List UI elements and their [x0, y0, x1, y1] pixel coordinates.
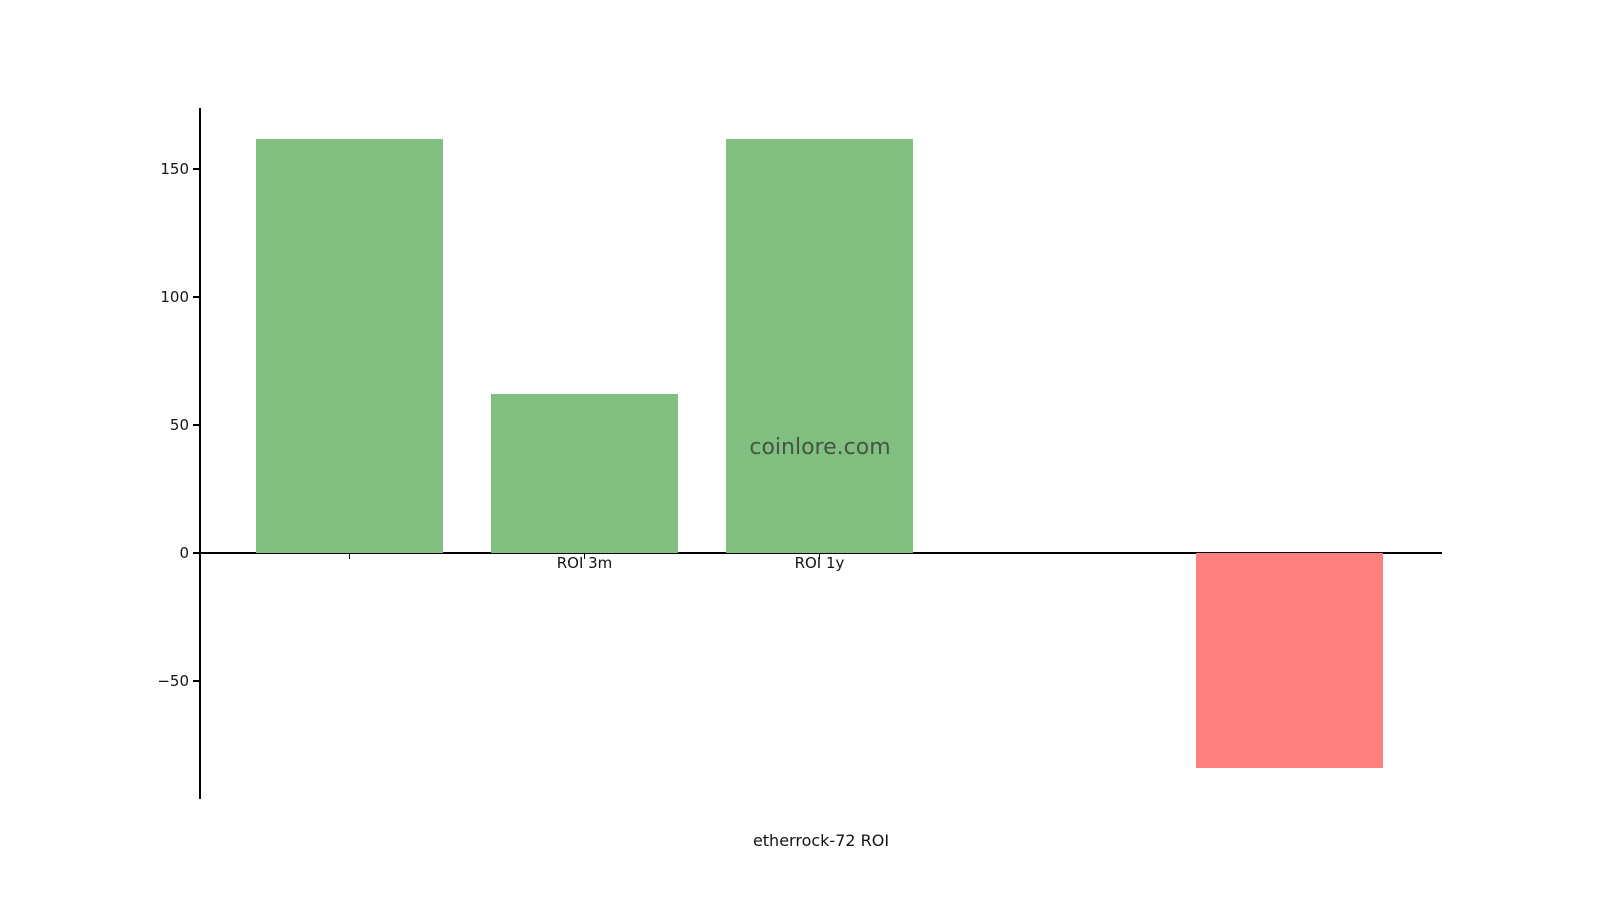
- x-tick-mark: [583, 553, 586, 559]
- chart-xlabel: etherrock-72 ROI: [752, 831, 890, 850]
- y-tick-label: 100: [160, 287, 189, 306]
- y-tick-mark: [193, 552, 199, 554]
- x-tick-mark: [818, 553, 821, 559]
- plot-area: 150 100 50 0 −50 ROI 3m ROI 1y coinlore.com: [157, 108, 1442, 799]
- x-tick-label: ROI 1y: [794, 553, 845, 572]
- watermark-text: coinlore.com: [749, 435, 891, 460]
- y-tick-label: 150: [160, 159, 189, 178]
- y-tick-mark: [193, 680, 199, 682]
- x-axis-zero-line: [200, 552, 1442, 554]
- y-tick-mark: [193, 424, 199, 426]
- y-tick-mark: [193, 168, 199, 170]
- y-tick-label: −50: [157, 671, 189, 690]
- bar-1: [491, 394, 678, 553]
- bar-4: [1196, 552, 1383, 768]
- bar-2: [726, 139, 913, 553]
- bar-0: [256, 139, 443, 553]
- x-tick-mark: [348, 553, 351, 559]
- y-tick-label: 50: [169, 415, 189, 434]
- y-tick-label: 0: [179, 543, 189, 562]
- y-axis-line: [199, 108, 201, 799]
- y-tick-mark: [193, 296, 199, 298]
- x-tick-label: ROI 3m: [556, 553, 613, 572]
